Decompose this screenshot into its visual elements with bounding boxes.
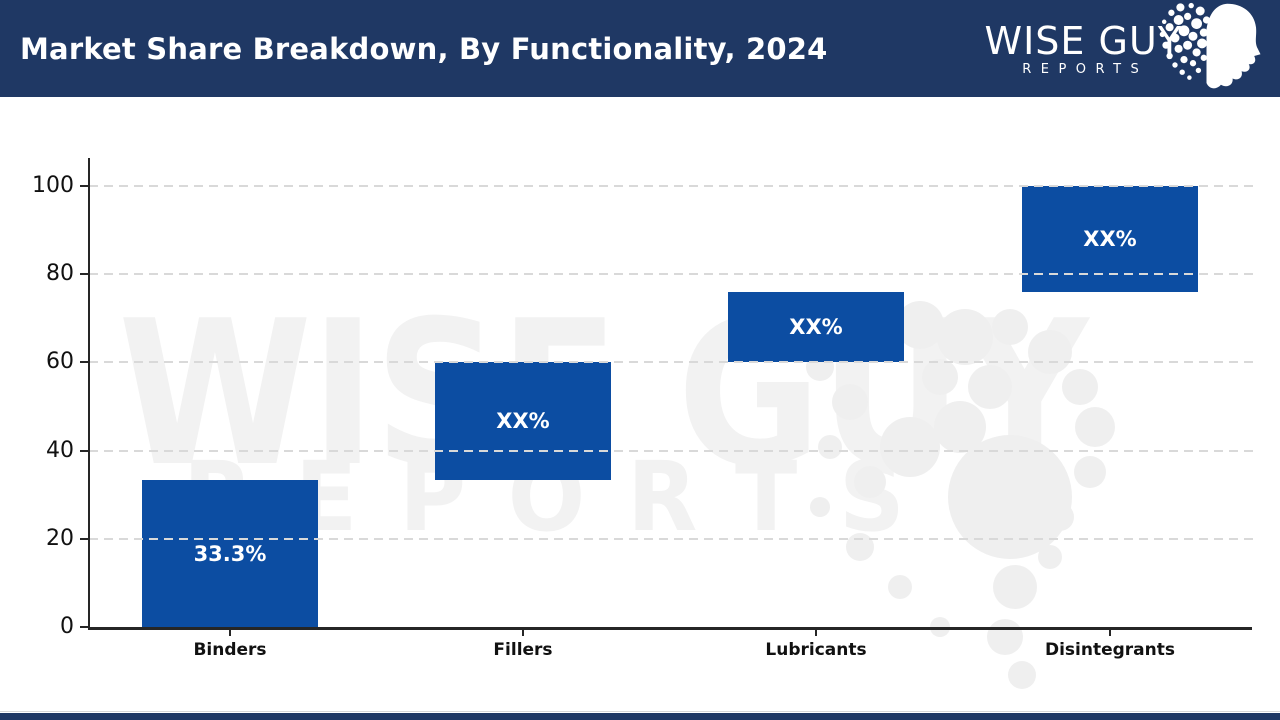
x-axis-tick-mark: [522, 629, 524, 636]
bar-binders: 33.3%: [142, 480, 318, 627]
gridline: [89, 537, 1253, 540]
y-axis-tick-label: 40: [46, 437, 74, 463]
footer-bar: [0, 713, 1280, 720]
y-axis-tick-mark: [80, 626, 88, 628]
x-axis-category-label: Disintegrants: [1044, 640, 1175, 660]
bar-value-label: XX%: [496, 409, 550, 434]
dotted-face-profile-icon: [1159, 2, 1261, 88]
y-axis-tick-mark: [80, 537, 88, 540]
bar-lubricants: XX%: [728, 291, 904, 363]
y-axis-tick-label: 20: [46, 525, 74, 551]
brand-logo-text: WISE GUY REPORTS: [985, 22, 1182, 76]
y-axis-tick-label: 0: [60, 614, 74, 639]
gridline: [89, 273, 1253, 276]
gridline: [89, 361, 1253, 364]
page-title: Market Share Breakdown, By Functionality…: [20, 31, 828, 66]
y-axis-tick-label: 80: [46, 261, 74, 287]
brand-subtitle: REPORTS: [1022, 61, 1149, 77]
bar-disintegrants: XX%: [1022, 186, 1198, 292]
y-axis-tick-mark: [80, 185, 88, 187]
x-axis-line: [88, 627, 1252, 630]
x-axis-category-label: Lubricants: [765, 640, 867, 660]
gridline: [89, 449, 1253, 452]
x-axis-tick-mark: [815, 629, 817, 636]
y-axis-tick-mark: [80, 449, 88, 452]
x-axis-category-label: Binders: [193, 640, 267, 660]
x-axis-tick-mark: [1109, 629, 1111, 636]
bar-fillers: XX%: [435, 362, 611, 481]
gridline: [89, 185, 1253, 187]
y-axis-tick-mark: [80, 361, 88, 364]
bar-value-label: 33.3%: [193, 541, 267, 566]
x-axis-tick-mark: [229, 629, 231, 636]
bar-value-label: XX%: [789, 315, 843, 340]
brand-logo: WISE GUY REPORTS: [985, 0, 1270, 97]
bar-value-label: XX%: [1083, 226, 1137, 251]
y-axis-line: [88, 158, 90, 629]
y-axis-tick-mark: [80, 273, 88, 276]
header-bar: Market Share Breakdown, By Functionality…: [0, 0, 1280, 97]
x-axis-category-label: Fillers: [493, 640, 553, 660]
brand-name: WISE GUY: [984, 18, 1182, 63]
chart-canvas: WISE GUY REPORTS 33.3% XX% XX% XX% 0 20 40 60 80…: [0, 97, 1280, 712]
y-axis-tick-label: 60: [46, 349, 74, 375]
y-axis-tick-label: 100: [32, 173, 74, 198]
